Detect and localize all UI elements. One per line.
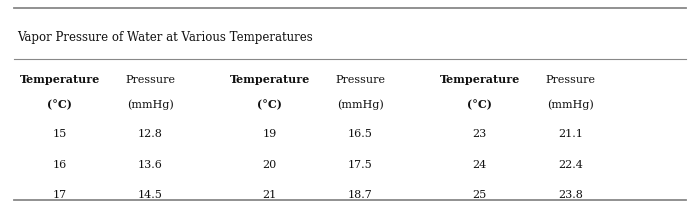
Text: Pressure: Pressure — [545, 75, 596, 85]
Text: 17: 17 — [52, 190, 66, 200]
Text: 22.4: 22.4 — [558, 160, 583, 170]
Text: 21.1: 21.1 — [558, 129, 583, 139]
Text: 14.5: 14.5 — [138, 190, 163, 200]
Text: (mmHg): (mmHg) — [127, 100, 174, 110]
Text: 24: 24 — [473, 160, 486, 170]
Text: 12.8: 12.8 — [138, 129, 163, 139]
Text: 23: 23 — [473, 129, 486, 139]
Text: 19: 19 — [262, 129, 276, 139]
Text: Pressure: Pressure — [125, 75, 176, 85]
Text: Vapor Pressure of Water at Various Temperatures: Vapor Pressure of Water at Various Tempe… — [18, 31, 314, 44]
Text: 21: 21 — [262, 190, 276, 200]
Text: 23.8: 23.8 — [558, 190, 583, 200]
Text: (°C): (°C) — [257, 100, 282, 110]
Text: 16: 16 — [52, 160, 66, 170]
Text: 20: 20 — [262, 160, 276, 170]
Text: 13.6: 13.6 — [138, 160, 163, 170]
Text: Temperature: Temperature — [440, 74, 519, 85]
Text: Temperature: Temperature — [230, 74, 309, 85]
Text: 18.7: 18.7 — [348, 190, 373, 200]
Text: (°C): (°C) — [47, 100, 72, 110]
Text: (mmHg): (mmHg) — [547, 100, 594, 110]
Text: Pressure: Pressure — [335, 75, 386, 85]
Text: Temperature: Temperature — [20, 74, 99, 85]
Text: (°C): (°C) — [467, 100, 492, 110]
Text: 17.5: 17.5 — [348, 160, 373, 170]
Text: 16.5: 16.5 — [348, 129, 373, 139]
Text: 25: 25 — [473, 190, 486, 200]
Text: 15: 15 — [52, 129, 66, 139]
Text: (mmHg): (mmHg) — [337, 100, 384, 110]
